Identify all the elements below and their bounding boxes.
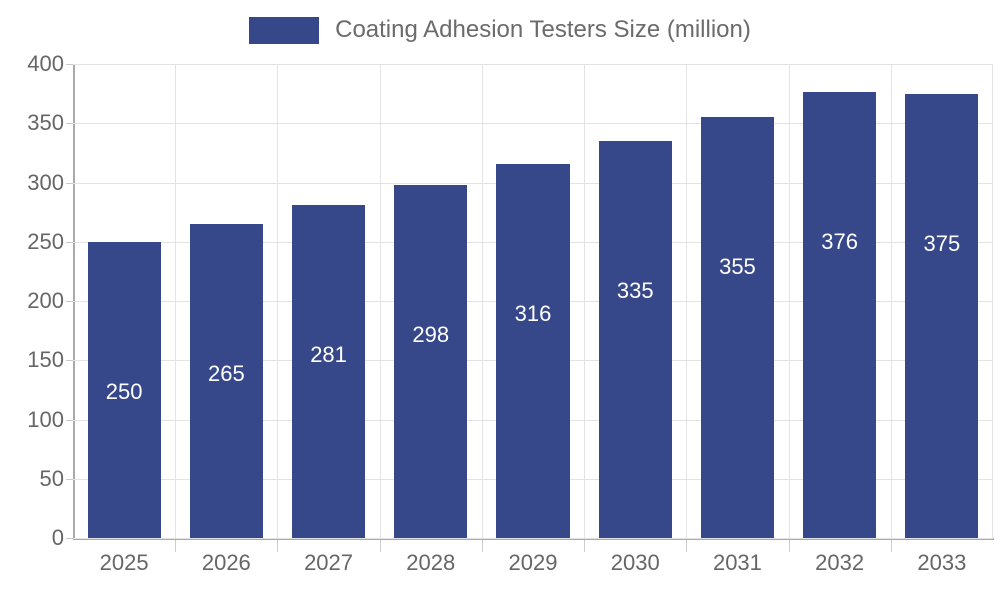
- y-axis-tick-mark: [66, 538, 73, 539]
- y-axis-tick-mark: [66, 419, 73, 421]
- bar[interactable]: [598, 141, 672, 538]
- y-axis-tick-label: 300: [27, 169, 64, 195]
- gridline-vertical: [584, 64, 586, 538]
- gridline-vertical: [277, 64, 279, 538]
- y-axis-tick-mark: [66, 182, 73, 184]
- x-axis-line: [73, 538, 994, 540]
- y-axis-tick-label: 350: [27, 110, 64, 136]
- x-axis-tick-mark: [686, 540, 688, 552]
- bar-value-label: 281: [310, 342, 347, 367]
- x-axis-tick-mark: [481, 540, 483, 552]
- x-axis-tick-mark: [175, 540, 177, 552]
- y-axis-tick-mark: [66, 241, 73, 243]
- bar[interactable]: [292, 205, 366, 538]
- y-axis-tick-label: 200: [27, 288, 64, 313]
- gridline-horizontal: [73, 64, 993, 65]
- x-axis-tick-mark: [379, 540, 381, 552]
- bar[interactable]: [700, 117, 774, 538]
- plot-area: 250 265 281 298 316 335 355 376 375: [73, 64, 993, 539]
- x-axis-tick-label: 2031: [712, 550, 762, 575]
- chart-legend: Coating Adhesion Testers Size (million): [0, 10, 1000, 50]
- x-axis-tick-label: 2032: [815, 550, 865, 575]
- bar-value-label: 250: [105, 378, 143, 404]
- y-axis: 0 50 100 150 200 250 300 350 400: [0, 0, 73, 600]
- x-axis-tick-label: 2028: [406, 550, 456, 575]
- bar-value-label: 265: [207, 360, 245, 386]
- x-axis-tick-label: 2029: [508, 550, 558, 575]
- gridline-vertical: [379, 64, 381, 538]
- bar[interactable]: [803, 92, 877, 538]
- legend-item-coating-adhesion-testers-size[interactable]: Coating Adhesion Testers Size (million): [249, 16, 751, 44]
- bar[interactable]: [87, 241, 161, 538]
- y-axis-tick-label: 150: [27, 347, 64, 373]
- legend-swatch-icon: [249, 16, 320, 44]
- bar[interactable]: [189, 223, 263, 538]
- x-axis-tick-mark: [788, 540, 790, 552]
- bar-value-label: 355: [719, 254, 756, 280]
- gridline-horizontal: [73, 123, 993, 125]
- gridline-vertical: [481, 64, 483, 538]
- gridline-vertical: [788, 64, 790, 538]
- x-axis-tick-mark: [584, 540, 586, 552]
- x-axis-tick-label: 2027: [304, 550, 354, 575]
- legend-label: Coating Adhesion Testers Size (million): [335, 16, 751, 43]
- y-axis-tick-label: 400: [27, 51, 64, 76]
- y-axis-tick-label: 50: [39, 465, 64, 491]
- x-axis-tick-label: 2030: [610, 550, 660, 575]
- y-axis-tick-mark: [66, 123, 73, 125]
- y-axis-tick-label: 100: [27, 406, 64, 432]
- x-axis-tick-label: 2025: [99, 550, 149, 575]
- gridline-vertical: [175, 64, 177, 538]
- bar-value-label: 335: [616, 278, 654, 304]
- y-axis-tick-label: 0: [51, 525, 64, 550]
- bar-value-label: 375: [923, 230, 961, 256]
- y-axis-tick-mark: [66, 301, 73, 302]
- y-axis-tick-mark: [66, 478, 73, 480]
- gridline-vertical: [686, 64, 688, 538]
- y-axis-tick-mark: [66, 64, 73, 65]
- y-axis-tick-mark: [66, 360, 73, 362]
- x-axis-tick-label: 2033: [917, 550, 967, 575]
- gridline-vertical: [992, 64, 993, 538]
- gridline-vertical: [890, 64, 892, 538]
- bar[interactable]: [905, 93, 979, 538]
- bar[interactable]: [496, 163, 570, 538]
- bar[interactable]: [394, 184, 468, 538]
- x-axis-tick-mark: [890, 540, 892, 552]
- bar-value-label: 316: [514, 300, 552, 326]
- gridline-horizontal: [73, 538, 993, 539]
- y-axis-tick-label: 250: [27, 228, 64, 254]
- bar-value-label: 298: [412, 321, 450, 347]
- x-axis-tick-mark: [277, 540, 279, 552]
- bar-value-label: 376: [821, 229, 859, 255]
- x-axis-tick-label: 2026: [201, 550, 251, 575]
